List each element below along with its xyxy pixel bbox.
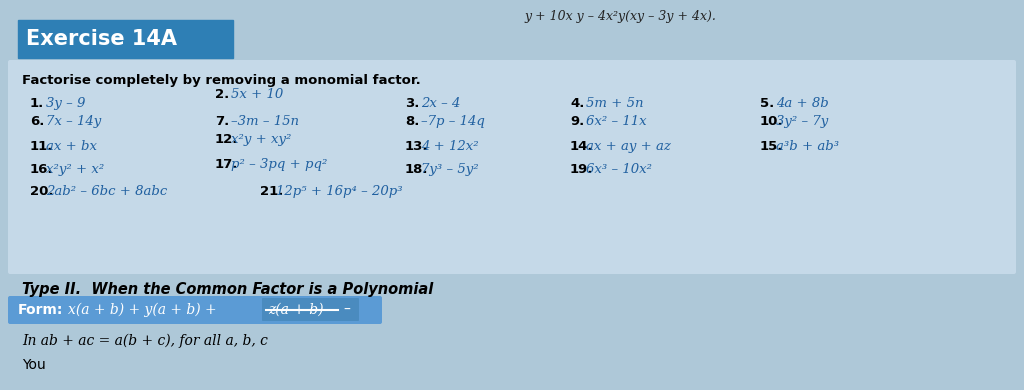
FancyBboxPatch shape (18, 20, 233, 58)
Text: Factorise completely by removing a monomial factor.: Factorise completely by removing a monom… (22, 74, 421, 87)
Text: 14.: 14. (570, 140, 594, 153)
Text: ax + ay + az: ax + ay + az (586, 140, 671, 153)
Text: You: You (22, 358, 46, 372)
Text: 5.: 5. (760, 97, 774, 110)
Text: Type II.  When the Common Factor is a Polynomial: Type II. When the Common Factor is a Pol… (22, 282, 433, 297)
Text: 21.: 21. (260, 185, 284, 198)
Text: 4a + 8b: 4a + 8b (776, 97, 828, 110)
Text: Exercise 14A: Exercise 14A (26, 29, 177, 49)
Text: 7.: 7. (215, 115, 229, 128)
Text: Form:: Form: (18, 303, 63, 317)
Text: 5x + 10: 5x + 10 (231, 88, 284, 101)
Text: 4.: 4. (570, 97, 585, 110)
Text: 20.: 20. (30, 185, 53, 198)
Text: 6x² – 11x: 6x² – 11x (586, 115, 646, 128)
FancyBboxPatch shape (8, 296, 382, 324)
Text: 13.: 13. (406, 140, 428, 153)
Text: 1.: 1. (30, 97, 44, 110)
Text: 15.: 15. (760, 140, 783, 153)
Text: 7x – 14y: 7x – 14y (46, 115, 101, 128)
Text: p² – 3pq + pq²: p² – 3pq + pq² (231, 158, 328, 171)
Text: z(a + b): z(a + b) (268, 303, 324, 317)
Text: 12p⁵ + 16p⁴ – 20p³: 12p⁵ + 16p⁴ – 20p³ (276, 185, 402, 198)
Text: 10.: 10. (760, 115, 783, 128)
Text: 2.: 2. (215, 88, 229, 101)
Text: 2x – 4: 2x – 4 (421, 97, 461, 110)
Text: In ab + ac = a(b + c), for all a, b, c: In ab + ac = a(b + c), for all a, b, c (22, 334, 268, 348)
Text: 8.: 8. (406, 115, 420, 128)
Text: 19.: 19. (570, 163, 593, 176)
Text: –: – (343, 303, 350, 317)
Text: x²y + xy²: x²y + xy² (231, 133, 292, 146)
Text: ax + bx: ax + bx (46, 140, 97, 153)
Text: 2ab² – 6bc + 8abc: 2ab² – 6bc + 8abc (46, 185, 167, 198)
Text: x²y² + x²: x²y² + x² (46, 163, 104, 176)
Text: 16.: 16. (30, 163, 53, 176)
Text: –3m – 15n: –3m – 15n (231, 115, 299, 128)
Text: a³b + ab³: a³b + ab³ (776, 140, 839, 153)
Text: 17.: 17. (215, 158, 239, 171)
Text: 4 + 12x²: 4 + 12x² (421, 140, 478, 153)
Text: y + 10x y – 4x²y(xy – 3y + 4x).: y + 10x y – 4x²y(xy – 3y + 4x). (524, 10, 716, 23)
Text: 7y³ – 5y²: 7y³ – 5y² (421, 163, 478, 176)
Text: 3.: 3. (406, 97, 420, 110)
Text: 11.: 11. (30, 140, 53, 153)
FancyBboxPatch shape (8, 60, 1016, 274)
Text: x(a + b) + y(a + b) +: x(a + b) + y(a + b) + (68, 303, 217, 317)
Text: 6x³ – 10x²: 6x³ – 10x² (586, 163, 652, 176)
Text: 3y² – 7y: 3y² – 7y (776, 115, 828, 128)
Text: 3y – 9: 3y – 9 (46, 97, 85, 110)
Text: 18.: 18. (406, 163, 428, 176)
Text: 5m + 5n: 5m + 5n (586, 97, 643, 110)
Text: –7p – 14q: –7p – 14q (421, 115, 485, 128)
Text: 12.: 12. (215, 133, 239, 146)
FancyBboxPatch shape (262, 298, 359, 321)
Text: 9.: 9. (570, 115, 585, 128)
Text: 6.: 6. (30, 115, 44, 128)
